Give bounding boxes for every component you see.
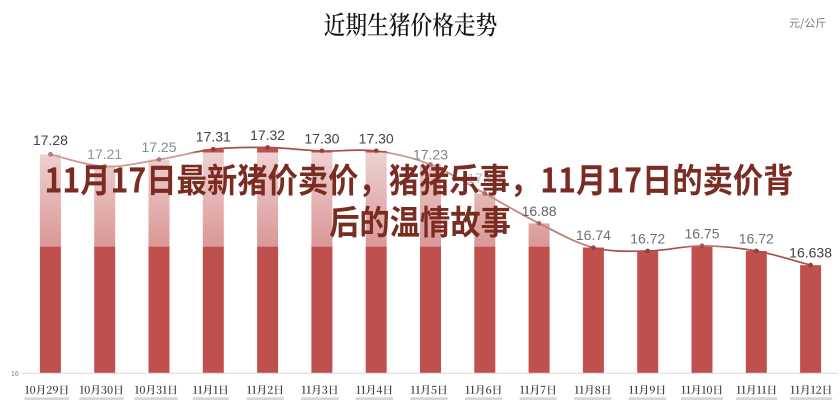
svg-text:16.75: 16.75 xyxy=(684,225,719,241)
svg-text:16.72: 16.72 xyxy=(630,231,665,247)
svg-text:17.30: 17.30 xyxy=(304,130,339,146)
svg-text:17.23: 17.23 xyxy=(413,147,448,163)
svg-text:16.638: 16.638 xyxy=(789,245,832,261)
svg-text:17.28: 17.28 xyxy=(33,132,68,148)
svg-text:16.72: 16.72 xyxy=(739,231,774,247)
svg-text:17.25: 17.25 xyxy=(141,139,176,155)
svg-text:16: 16 xyxy=(11,371,19,378)
svg-text:17.31: 17.31 xyxy=(196,129,231,145)
svg-text:17.30: 17.30 xyxy=(359,130,394,146)
svg-text:16.74: 16.74 xyxy=(576,227,611,243)
svg-text:17.21: 17.21 xyxy=(87,146,122,162)
svg-text:17.32: 17.32 xyxy=(250,127,285,143)
svg-text:16.88: 16.88 xyxy=(522,203,557,219)
